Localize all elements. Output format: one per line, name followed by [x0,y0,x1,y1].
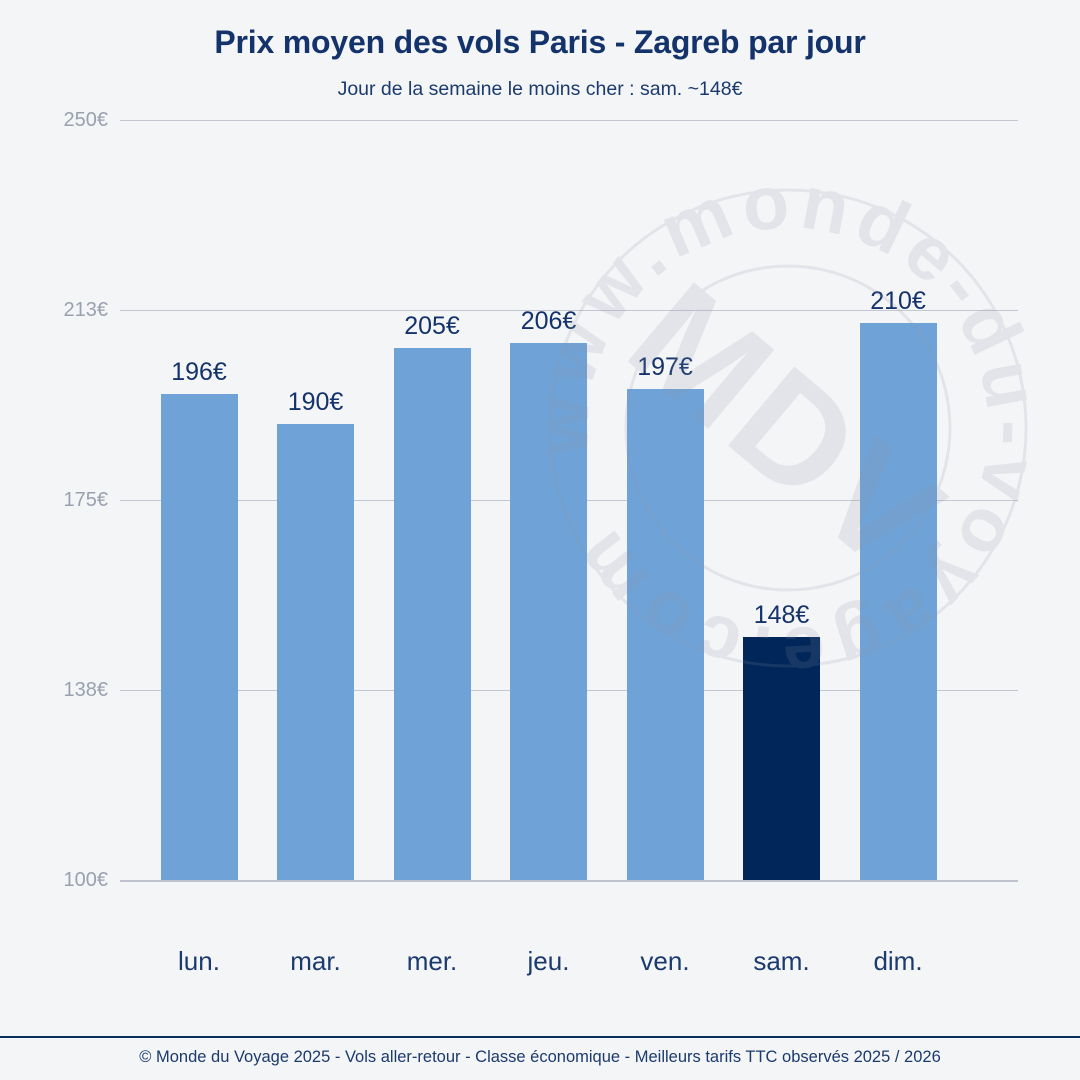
bar-sam [743,636,820,880]
bar-value-label: 190€ [287,388,344,416]
bar-value-label: 148€ [753,600,810,629]
x-axis-label: jeu. [527,946,570,976]
x-axis-label: mar. [290,946,341,976]
gridline [120,310,1018,311]
x-axis-label: mer. [406,946,458,976]
chart-title: Prix moyen des vols Paris - Zagreb par j… [214,24,866,60]
y-axis-label: 100€ [63,869,109,891]
bar-jeu [510,342,587,880]
y-axis-label: 213€ [63,299,109,321]
bar-value-label: 206€ [520,306,577,335]
x-axis-label: sam. [753,946,810,976]
x-axis-label: lun. [178,946,220,976]
y-axis-label: 138€ [63,679,109,701]
bar-mer [393,348,471,880]
bar-value-label: 205€ [404,312,460,340]
bar-value-label: 197€ [637,352,693,381]
bar-dim [859,322,937,880]
bar-ven [626,388,704,880]
bar-lun [160,393,238,880]
x-axis-label: ven. [640,946,690,976]
bar-value-label: 210€ [870,286,926,315]
bar-value-label: 196€ [171,357,227,386]
gridline [120,120,1018,121]
y-axis-label: 250€ [63,109,109,131]
footer-text: © Monde du Voyage 2025 - Vols aller-reto… [139,1048,941,1066]
gridline [120,880,1018,882]
y-axis-label: 175€ [63,489,109,511]
x-axis-label: dim. [873,946,923,976]
bar-mar [277,424,354,880]
chart-subtitle: Jour de la semaine le moins cher : sam. … [337,78,743,100]
footer-divider [0,1036,1080,1038]
